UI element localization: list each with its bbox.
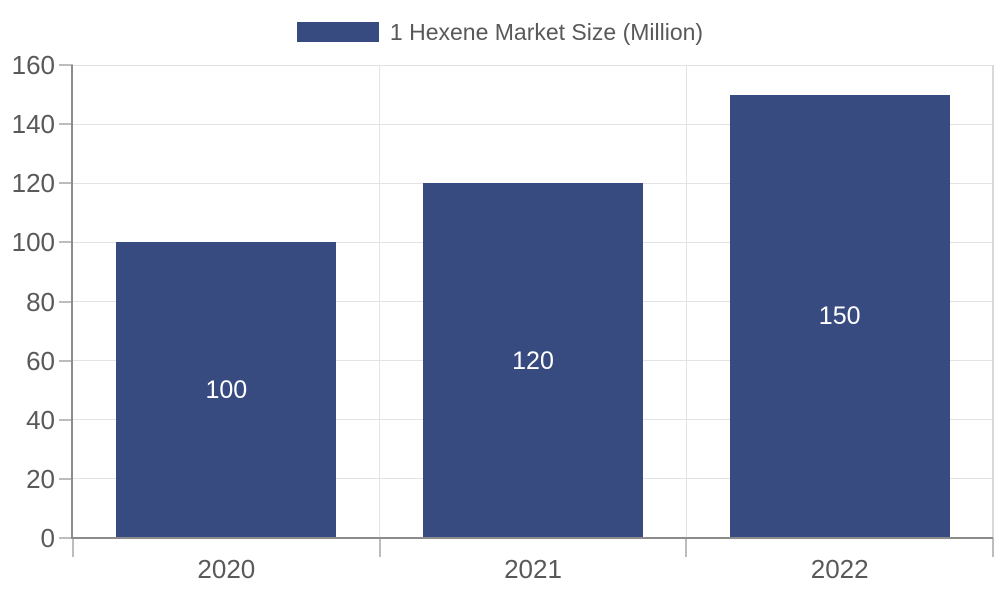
bar-2020[interactable] (116, 242, 337, 538)
x-axis-tick (72, 538, 74, 557)
y-axis-tick (59, 241, 73, 244)
y-axis-label: 140 (11, 109, 55, 140)
y-axis-tick (59, 537, 73, 539)
y-axis-label: 20 (26, 463, 55, 494)
gridline-vertical (685, 65, 687, 538)
y-axis-line (71, 65, 73, 538)
gridline-horizontal (73, 123, 993, 125)
x-axis-label: 2021 (504, 554, 562, 584)
gridline-vertical (379, 65, 381, 538)
y-axis-tick (59, 477, 73, 480)
x-axis-line (71, 537, 993, 539)
gridline-horizontal (73, 64, 993, 66)
legend-label: 1 Hexene Market Size (Million) (389, 19, 704, 45)
y-axis-label: 120 (11, 168, 55, 199)
y-axis-label: 40 (26, 404, 55, 435)
x-axis-tick (378, 538, 381, 557)
x-axis-label: 2022 (810, 554, 869, 584)
y-axis-label: 0 (40, 523, 55, 553)
legend-swatch-icon (296, 22, 379, 42)
legend[interactable]: 1 Hexene Market Size (Million) (0, 17, 1000, 47)
x-axis-tick (992, 538, 994, 557)
y-axis-label: 60 (26, 345, 55, 376)
y-axis-label: 80 (26, 286, 55, 317)
y-axis-tick (59, 123, 73, 126)
y-axis-label: 100 (11, 227, 55, 258)
y-axis-tick (59, 300, 73, 303)
bar-2022[interactable] (729, 94, 950, 538)
x-axis-label: 2020 (197, 554, 256, 584)
y-axis-label: 160 (11, 50, 55, 80)
x-axis-tick (685, 538, 688, 557)
y-axis-tick (59, 359, 73, 362)
y-axis-tick (59, 64, 73, 66)
y-axis-tick (59, 182, 73, 185)
y-axis-tick (59, 418, 73, 421)
bar-2021[interactable] (423, 183, 643, 538)
plot-right-border (992, 65, 994, 538)
